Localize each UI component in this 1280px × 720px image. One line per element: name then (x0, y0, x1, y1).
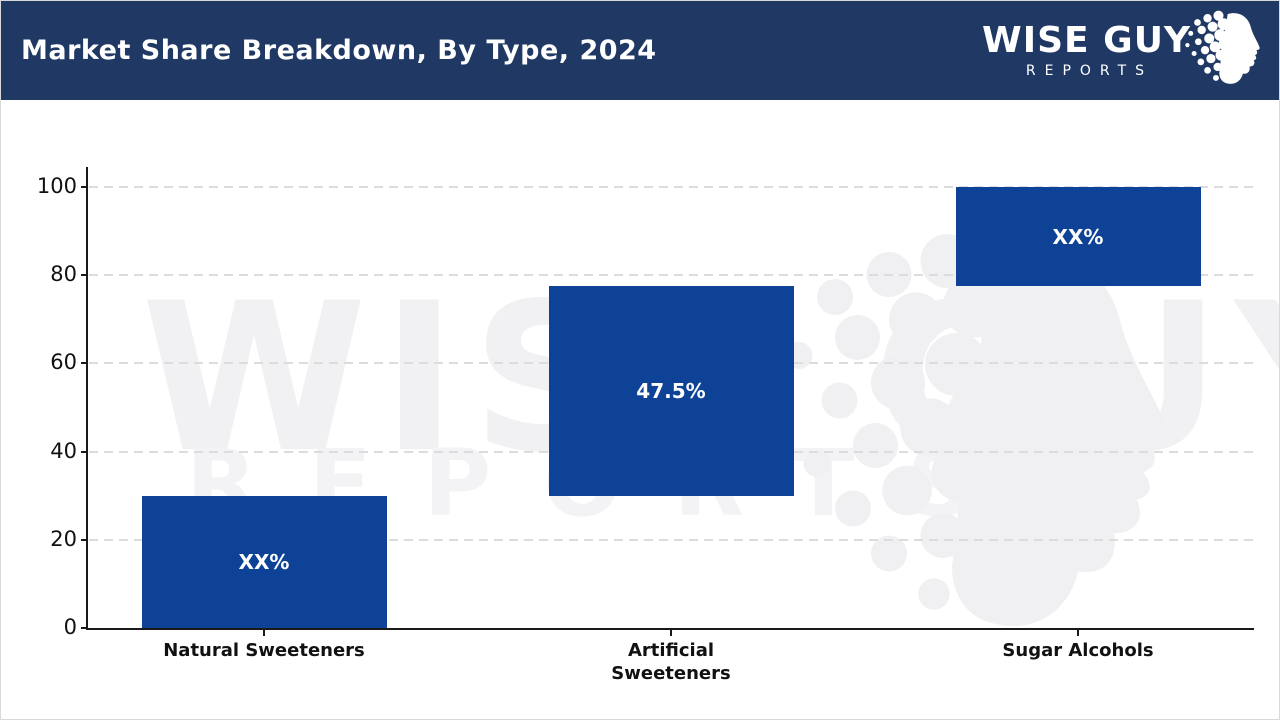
y-axis-tick-label: 60 (50, 350, 77, 375)
logo-wordmark: WISE GUY (981, 19, 1191, 61)
page-title: Market Share Breakdown, By Type, 2024 (21, 35, 657, 66)
y-axis-tick-mark (81, 362, 87, 365)
x-axis-tick-mark (670, 630, 672, 636)
y-axis-tick-label: 40 (50, 438, 77, 463)
x-axis-category-label: Artificial Sweeteners (611, 640, 731, 684)
chart-area: WISE GUY REPORTS 020406080100XX%Natural … (1, 100, 1279, 719)
x-axis-category-label: Sugar Alcohols (1002, 640, 1154, 661)
dotted-head-profile-icon (1185, 10, 1260, 84)
bar-value-label: XX% (1052, 224, 1104, 249)
x-axis-line (86, 628, 1254, 630)
y-axis-tick-mark (81, 538, 87, 541)
bar-1: XX% (141, 495, 387, 628)
watermark-dotted-head-profile-icon (769, 234, 1169, 627)
gridline (89, 274, 1254, 277)
bar-value-label: 47.5% (636, 378, 706, 403)
y-axis-tick-label: 0 (63, 615, 77, 639)
y-axis-tick-mark (81, 186, 87, 188)
x-axis-tick-mark (263, 630, 265, 636)
y-axis-tick-label: 80 (50, 262, 77, 287)
wise-guy-logo: WISE GUY REPORTS (982, 8, 1263, 94)
bar-2: 47.5% (548, 286, 794, 496)
y-axis-tick-mark (81, 450, 87, 453)
header-bar: Market Share Breakdown, By Type, 2024 WI… (1, 1, 1279, 100)
logo-subtitle: REPORTS (1025, 62, 1154, 79)
gridline (89, 538, 1254, 541)
y-axis-tick-label: 20 (50, 526, 77, 551)
gridline (89, 186, 1254, 188)
x-axis-tick-mark (1077, 630, 1079, 636)
bar-value-label: XX% (238, 549, 290, 574)
x-axis-category-label: Natural Sweeteners (163, 640, 365, 661)
y-axis-tick-mark (81, 274, 87, 277)
y-axis-tick-label: 100 (36, 174, 77, 198)
y-axis-line (86, 167, 88, 630)
bar-3: XX% (955, 187, 1201, 287)
y-axis-tick-mark (81, 627, 87, 629)
